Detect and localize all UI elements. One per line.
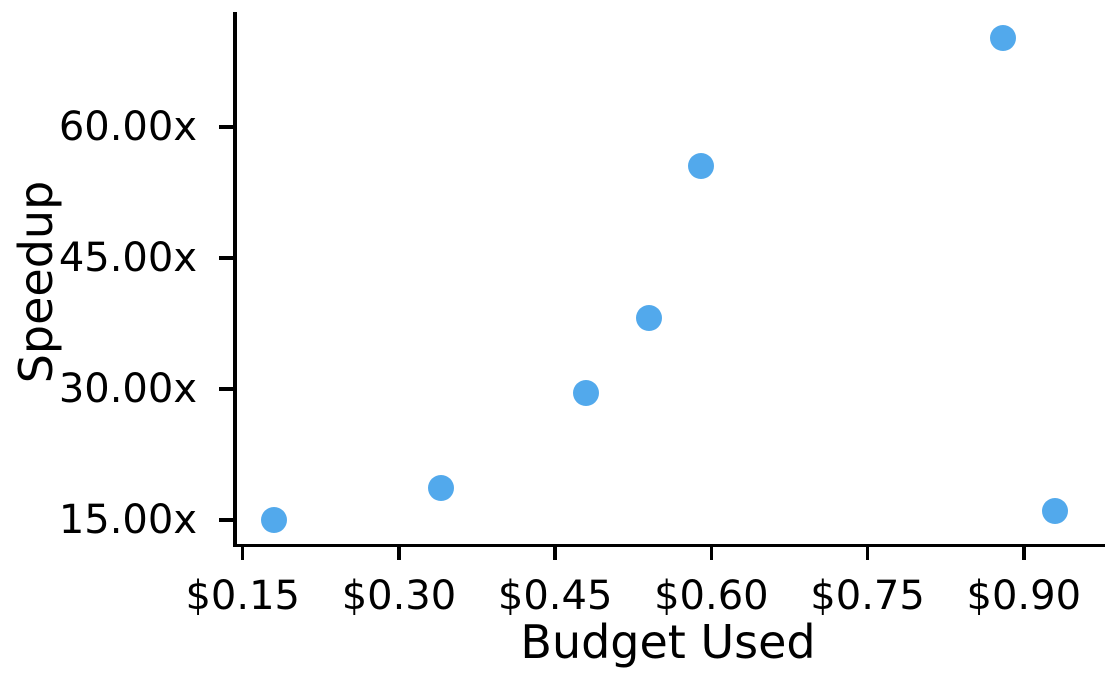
y-tick-mark: [219, 518, 233, 522]
y-tick-label: 60.00x: [58, 104, 197, 151]
x-axis-title: Budget Used: [520, 615, 816, 669]
x-tick-label: $0.15: [185, 573, 300, 619]
data-point: [427, 474, 454, 501]
data-point: [260, 506, 287, 533]
y-tick-label: 45.00x: [58, 235, 197, 282]
data-point: [687, 153, 714, 180]
y-tick-mark: [219, 256, 233, 260]
y-tick-label: 15.00x: [58, 496, 197, 543]
data-point: [1042, 498, 1068, 525]
x-tick-label: $0.75: [810, 573, 925, 619]
x-tick-mark: [240, 547, 245, 560]
x-tick-label: $0.60: [654, 573, 769, 619]
x-tick-mark: [1022, 547, 1026, 560]
data-point: [989, 25, 1016, 52]
x-axis-line: [233, 543, 1105, 547]
y-tick-mark: [219, 387, 233, 391]
y-tick-label: 30.00x: [58, 366, 197, 413]
y-axis-line: [233, 12, 237, 547]
data-point: [573, 379, 600, 406]
x-tick-mark: [553, 547, 557, 560]
x-tick-mark: [709, 547, 714, 560]
y-tick-mark: [219, 125, 233, 129]
x-tick-label: $0.30: [341, 573, 457, 619]
x-tick-mark: [397, 547, 401, 560]
data-point: [635, 305, 662, 332]
x-tick-label: $0.90: [966, 573, 1082, 619]
x-tick-label: $0.45: [497, 573, 613, 619]
x-tick-mark: [865, 547, 870, 560]
